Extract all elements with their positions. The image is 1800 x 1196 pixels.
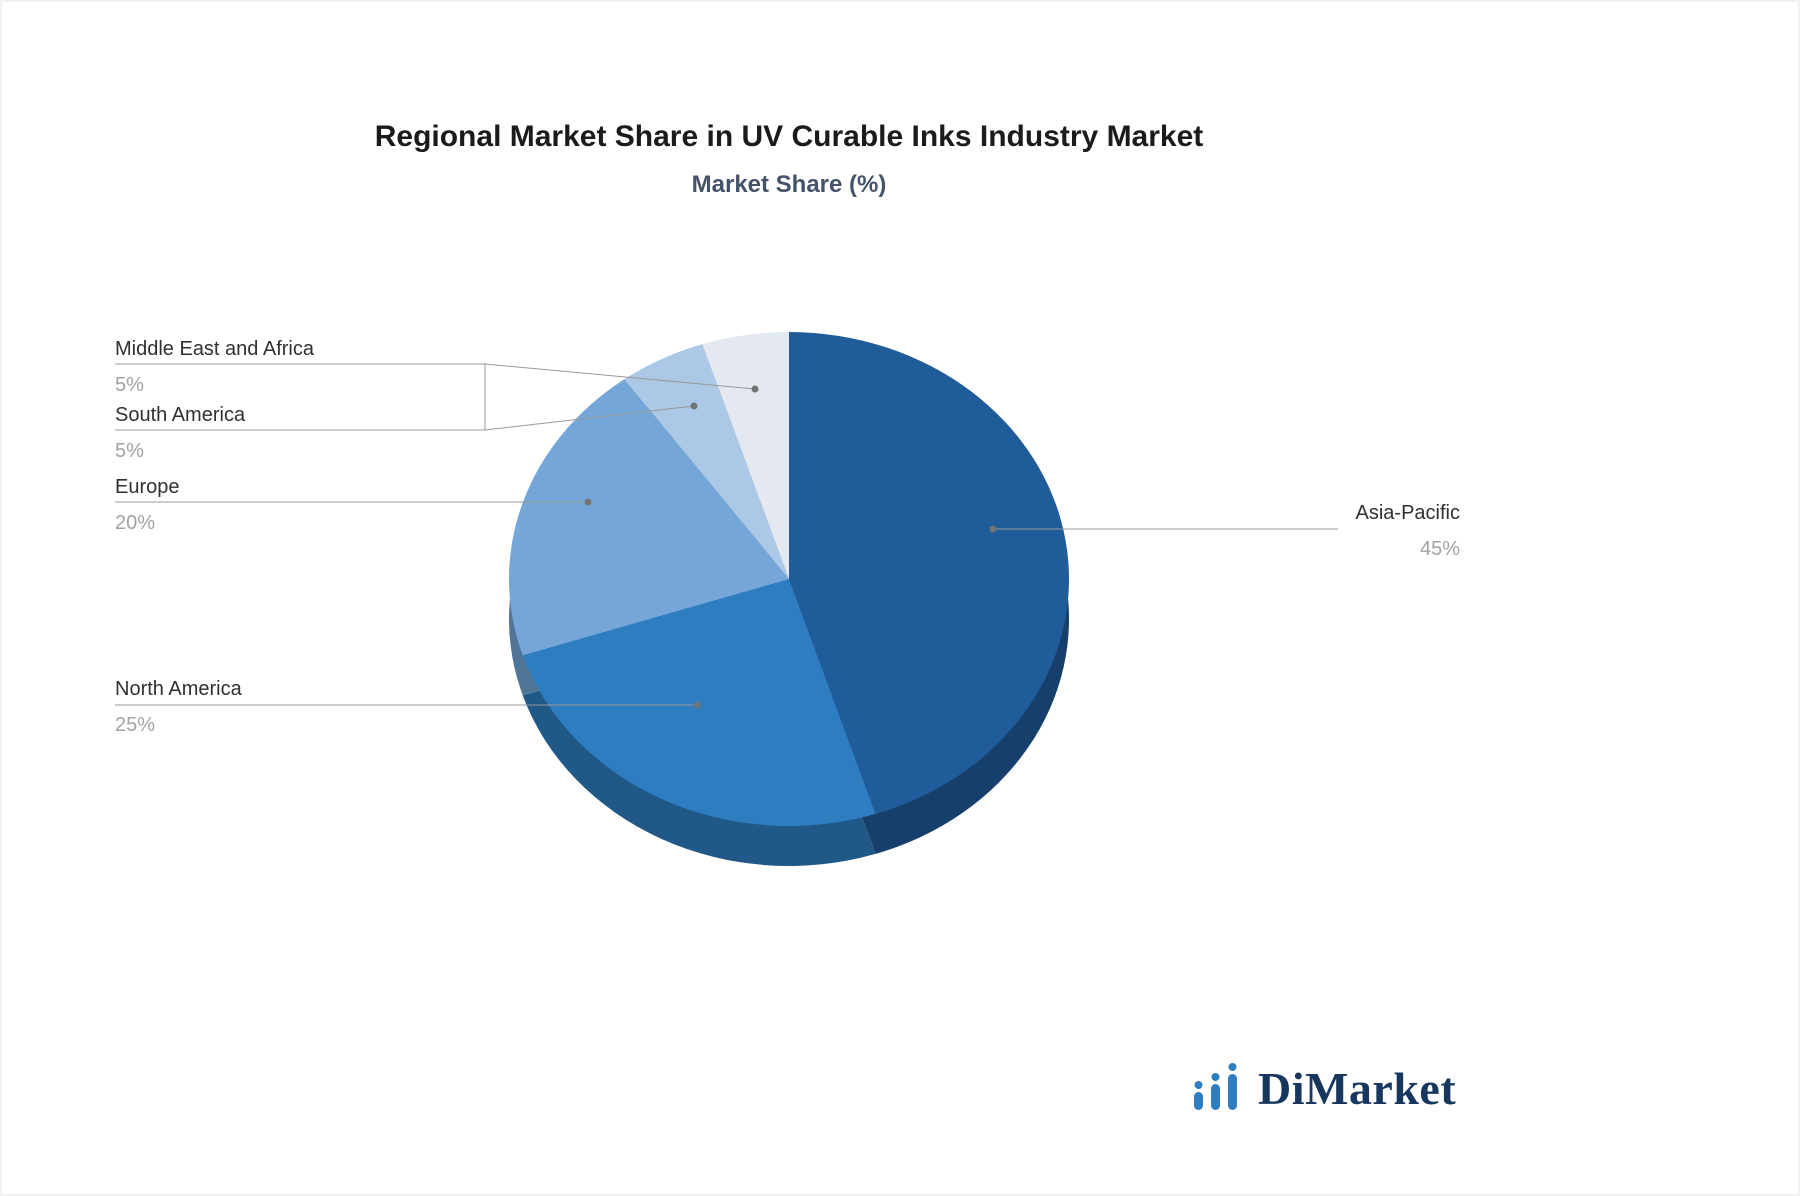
pie-slice-asia-pacific[interactable] [789,332,1069,814]
pie-slice-middle-east-and-africa[interactable] [702,332,789,579]
logo-icon-shapes [1194,1063,1237,1110]
leader-dot-south-america [690,402,698,410]
brand-name: DiMarket [1258,1062,1457,1114]
pie-slice-south-america[interactable] [624,344,789,579]
slice-label-south-america: South America [115,404,246,426]
slice-label-middle-east-and-africa: Middle East and Africa [115,338,315,360]
chart-subtitle: Market Share (%) [691,171,887,198]
slice-value-north-america: 25% [115,714,155,736]
brand-logo: DiMarket [1188,1060,1456,1116]
slice-value-europe: 20% [115,512,155,534]
slice-value-asia-pacific: 45% [1420,538,1460,560]
pie-slice-europe[interactable] [508,379,789,656]
slice-value-middle-east-and-africa: 5% [115,374,144,396]
bar-chart-with-dots-icon [1194,1063,1237,1110]
leader-dot-asia-pacific [989,525,997,533]
slice-label-asia-pacific: Asia-Pacific [1356,502,1460,524]
chart-title: Regional Market Share in UV Curable Inks… [374,120,1204,153]
leader-dot-europe [584,498,592,506]
slice-value-south-america: 5% [115,440,144,462]
leader-dot-north-america [693,701,701,709]
leader-line-middle-east-and-africa [115,363,756,390]
leader-line-south-america [115,405,695,431]
slice-label-europe: Europe [115,476,180,498]
slice-label-north-america: North America [115,678,243,700]
leader-dot-middle-east-and-africa [751,385,759,393]
